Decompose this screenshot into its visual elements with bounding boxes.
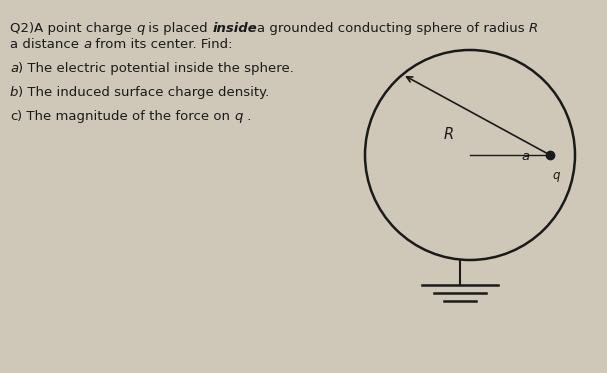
Text: c: c (10, 110, 18, 123)
Text: q: q (235, 110, 243, 123)
Text: ) The magnitude of the force on: ) The magnitude of the force on (18, 110, 235, 123)
Text: q: q (552, 169, 560, 182)
Text: a grounded conducting sphere of radius: a grounded conducting sphere of radius (257, 22, 529, 35)
Text: .: . (243, 110, 251, 123)
Text: b: b (10, 86, 18, 99)
Text: R: R (443, 127, 453, 142)
Text: R: R (529, 22, 538, 35)
Text: q: q (136, 22, 144, 35)
Text: ) The induced surface charge density.: ) The induced surface charge density. (18, 86, 270, 99)
Text: inside: inside (212, 22, 257, 35)
Text: a: a (83, 38, 92, 51)
Text: a: a (10, 62, 18, 75)
Text: is placed: is placed (144, 22, 212, 35)
Text: from its center. Find:: from its center. Find: (92, 38, 233, 51)
Text: ) The electric potential inside the sphere.: ) The electric potential inside the sphe… (18, 62, 294, 75)
Text: a: a (522, 150, 530, 163)
Text: a distance: a distance (10, 38, 83, 51)
Text: Q2)A point charge: Q2)A point charge (10, 22, 136, 35)
